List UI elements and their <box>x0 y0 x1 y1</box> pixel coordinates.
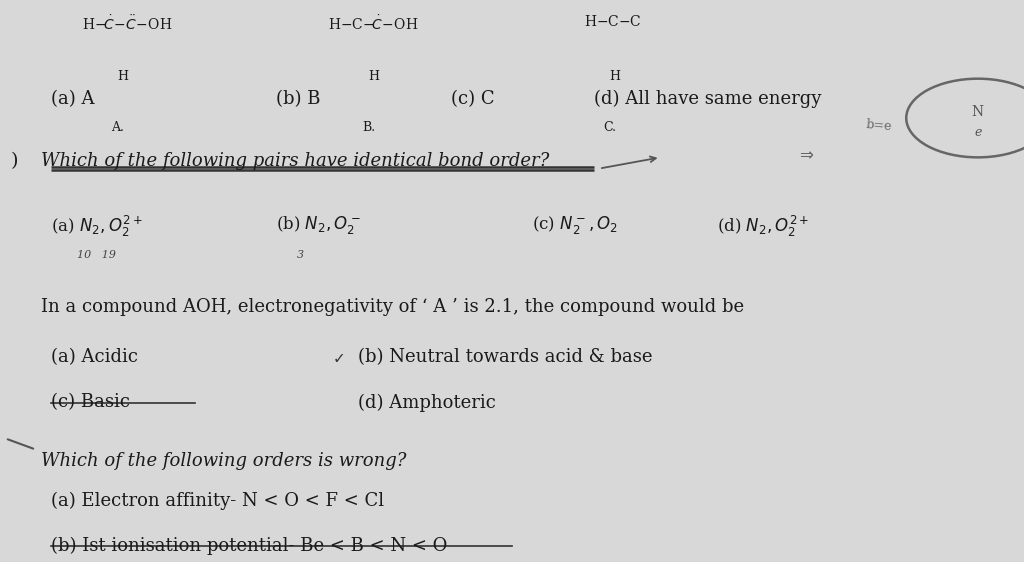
Text: H: H <box>609 70 620 83</box>
Text: H: H <box>118 70 128 83</box>
Text: (b) B: (b) B <box>276 90 321 108</box>
Text: (a) Acidic: (a) Acidic <box>51 348 138 366</box>
Text: 3: 3 <box>297 250 304 260</box>
Text: In a compound AOH, electronegativity of ‘ A ’ is 2.1, the compound would be: In a compound AOH, electronegativity of … <box>41 298 744 316</box>
Text: ⇒: ⇒ <box>799 146 813 164</box>
Text: A.: A. <box>112 121 124 134</box>
Text: (c) Basic: (c) Basic <box>51 393 130 411</box>
Text: 10   19: 10 19 <box>77 250 116 260</box>
Text: (a) Electron affinity- N < O < F < Cl: (a) Electron affinity- N < O < F < Cl <box>51 492 384 510</box>
Text: H$-$C$-$C: H$-$C$-$C <box>584 14 641 29</box>
Text: B.: B. <box>362 121 375 134</box>
Text: H: H <box>369 70 379 83</box>
Text: Which of the following orders is wrong?: Which of the following orders is wrong? <box>41 452 407 470</box>
Text: ): ) <box>10 152 17 170</box>
Text: e: e <box>974 125 982 139</box>
Text: Which of the following pairs have identical bond order?: Which of the following pairs have identi… <box>41 152 549 170</box>
Text: (c) $N_2^-, O_2$: (c) $N_2^-, O_2$ <box>532 214 618 235</box>
Text: (d) Amphoteric: (d) Amphoteric <box>358 393 497 411</box>
Text: (c) C: (c) C <box>451 90 495 108</box>
Text: (b) Neutral towards acid & base: (b) Neutral towards acid & base <box>358 348 653 366</box>
Text: H$-\!\dot{C}\!-\!\ddot{C}\!-\!$OH: H$-\!\dot{C}\!-\!\ddot{C}\!-\!$OH <box>82 14 172 33</box>
Text: b=e: b=e <box>865 118 893 133</box>
Text: N: N <box>972 106 984 119</box>
Text: (a) $N_2, O_2^{2+}$: (a) $N_2, O_2^{2+}$ <box>51 214 142 239</box>
Text: (b) $N_2, O_2^-$: (b) $N_2, O_2^-$ <box>276 214 361 235</box>
Text: H$-$C$-\!\dot{C}\!-\!$OH: H$-$C$-\!\dot{C}\!-\!$OH <box>328 14 418 33</box>
Text: C.: C. <box>603 121 615 134</box>
Text: (d) $N_2, O_2^{2+}$: (d) $N_2, O_2^{2+}$ <box>717 214 809 239</box>
Text: ✓: ✓ <box>333 351 345 366</box>
Text: (a) A: (a) A <box>51 90 94 108</box>
Text: (b) Ist ionisation potential- Be < B < N < O: (b) Ist ionisation potential- Be < B < N… <box>51 537 447 555</box>
Text: (d) All have same energy: (d) All have same energy <box>594 90 821 108</box>
